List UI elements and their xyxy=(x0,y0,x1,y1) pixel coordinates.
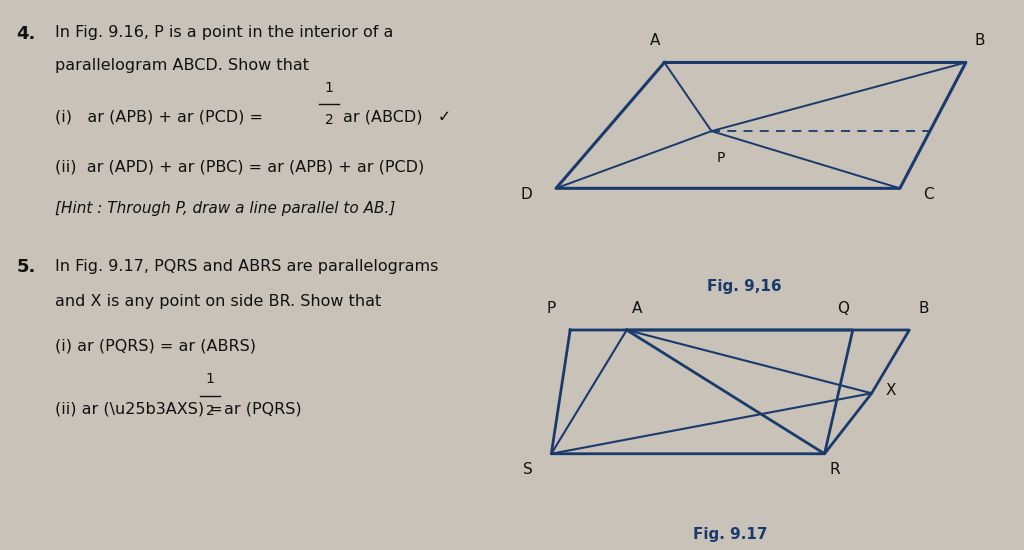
Text: (i) ar (PQRS) = ar (ABRS): (i) ar (PQRS) = ar (ABRS) xyxy=(55,338,256,353)
Text: In Fig. 9.17, PQRS and ABRS are parallelograms: In Fig. 9.17, PQRS and ABRS are parallel… xyxy=(55,258,438,273)
Text: 1: 1 xyxy=(206,372,215,386)
Text: 1: 1 xyxy=(325,81,334,95)
Text: and X is any point on side BR. Show that: and X is any point on side BR. Show that xyxy=(55,294,382,309)
Text: R: R xyxy=(829,462,840,477)
Text: Q: Q xyxy=(838,301,849,316)
Text: 4.: 4. xyxy=(16,25,36,43)
Text: In Fig. 9.16, P is a point in the interior of a: In Fig. 9.16, P is a point in the interi… xyxy=(55,25,393,40)
Text: Fig. 9.17: Fig. 9.17 xyxy=(693,527,768,542)
Text: A: A xyxy=(632,301,642,316)
Text: A: A xyxy=(650,33,660,48)
Text: parallelogram ABCD. Show that: parallelogram ABCD. Show that xyxy=(55,58,309,73)
Text: (ii) ar (\u25b3AXS) =: (ii) ar (\u25b3AXS) = xyxy=(55,402,223,416)
Text: ar (PQRS): ar (PQRS) xyxy=(224,402,302,416)
Text: 2: 2 xyxy=(325,113,334,127)
Text: 2: 2 xyxy=(206,404,214,418)
Text: D: D xyxy=(521,186,532,201)
Text: Fig. 9,16: Fig. 9,16 xyxy=(708,279,781,294)
Text: X: X xyxy=(886,383,896,398)
Text: S: S xyxy=(522,462,532,477)
Text: [Hint : Through P, draw a line parallel to AB.]: [Hint : Through P, draw a line parallel … xyxy=(55,201,395,216)
Text: P: P xyxy=(547,301,556,316)
Text: 5.: 5. xyxy=(16,258,36,277)
Text: B: B xyxy=(919,301,929,316)
Text: P: P xyxy=(716,151,725,165)
Text: (i)   ar (APB) + ar (PCD) =: (i) ar (APB) + ar (PCD) = xyxy=(55,110,263,125)
Text: C: C xyxy=(924,186,934,201)
Text: B: B xyxy=(975,33,985,48)
Text: (ii)  ar (APD) + ar (PBC) = ar (APB) + ar (PCD): (ii) ar (APD) + ar (PBC) = ar (APB) + ar… xyxy=(55,160,425,174)
Text: ar (ABCD)   ✓: ar (ABCD) ✓ xyxy=(343,110,452,125)
